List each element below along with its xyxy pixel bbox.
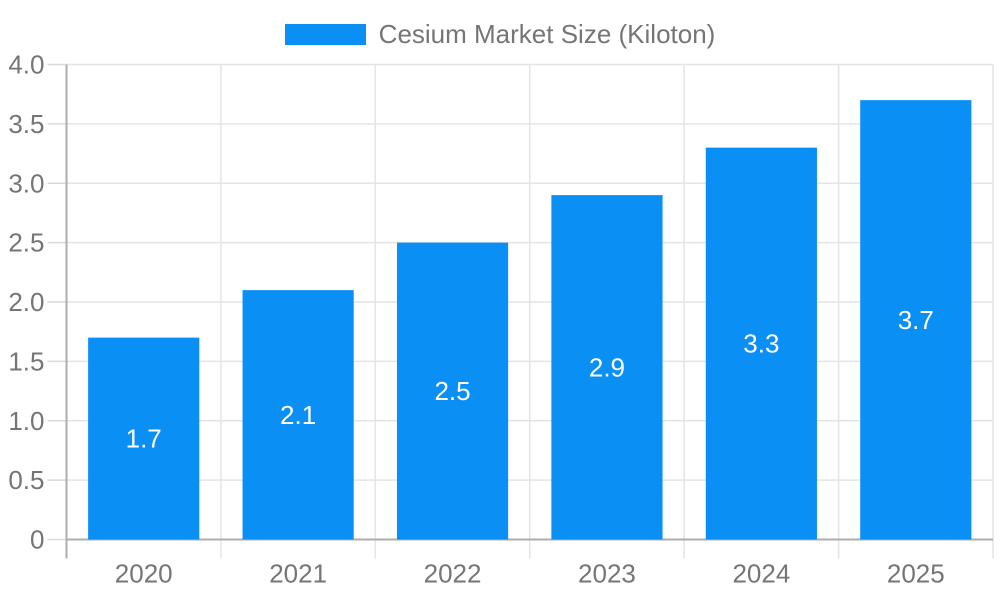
bar-value-label: 1.7 bbox=[126, 424, 162, 454]
x-tick-label: 2024 bbox=[732, 559, 790, 589]
y-tick-label: 3.0 bbox=[8, 168, 44, 198]
y-tick-label: 1.0 bbox=[8, 406, 44, 436]
y-tick-label: 0 bbox=[30, 525, 44, 555]
bar-value-label: 2.1 bbox=[280, 400, 316, 430]
legend-swatch[interactable] bbox=[284, 24, 366, 45]
y-tick-label: 1.5 bbox=[8, 346, 44, 376]
bar-value-label: 3.7 bbox=[898, 305, 934, 335]
y-tick-label: 2.0 bbox=[8, 287, 44, 317]
x-tick-label: 2025 bbox=[887, 559, 945, 589]
bar-value-label: 2.5 bbox=[434, 376, 470, 406]
bar-2024[interactable] bbox=[705, 147, 817, 540]
bar-2022[interactable] bbox=[396, 242, 509, 540]
y-tick-label: 4.0 bbox=[8, 50, 44, 80]
bar-value-label: 2.9 bbox=[589, 352, 625, 382]
bar-2021[interactable] bbox=[242, 290, 354, 540]
x-tick-label: 2021 bbox=[269, 559, 327, 589]
bar-2025[interactable] bbox=[860, 100, 972, 540]
chart-legend[interactable]: Cesium Market Size (Kiloton) bbox=[0, 19, 1000, 50]
y-tick-label: 2.5 bbox=[8, 228, 44, 258]
bar-2020[interactable] bbox=[88, 337, 200, 540]
y-tick-label: 0.5 bbox=[8, 465, 44, 495]
bar-2023[interactable] bbox=[551, 195, 663, 540]
y-tick-label: 3.5 bbox=[8, 109, 44, 139]
x-tick-label: 2023 bbox=[578, 559, 636, 589]
x-tick-label: 2022 bbox=[424, 559, 482, 589]
legend-label: Cesium Market Size (Kiloton) bbox=[378, 19, 716, 49]
x-tick-label: 2020 bbox=[115, 559, 173, 589]
bar-value-label: 3.3 bbox=[743, 329, 779, 359]
